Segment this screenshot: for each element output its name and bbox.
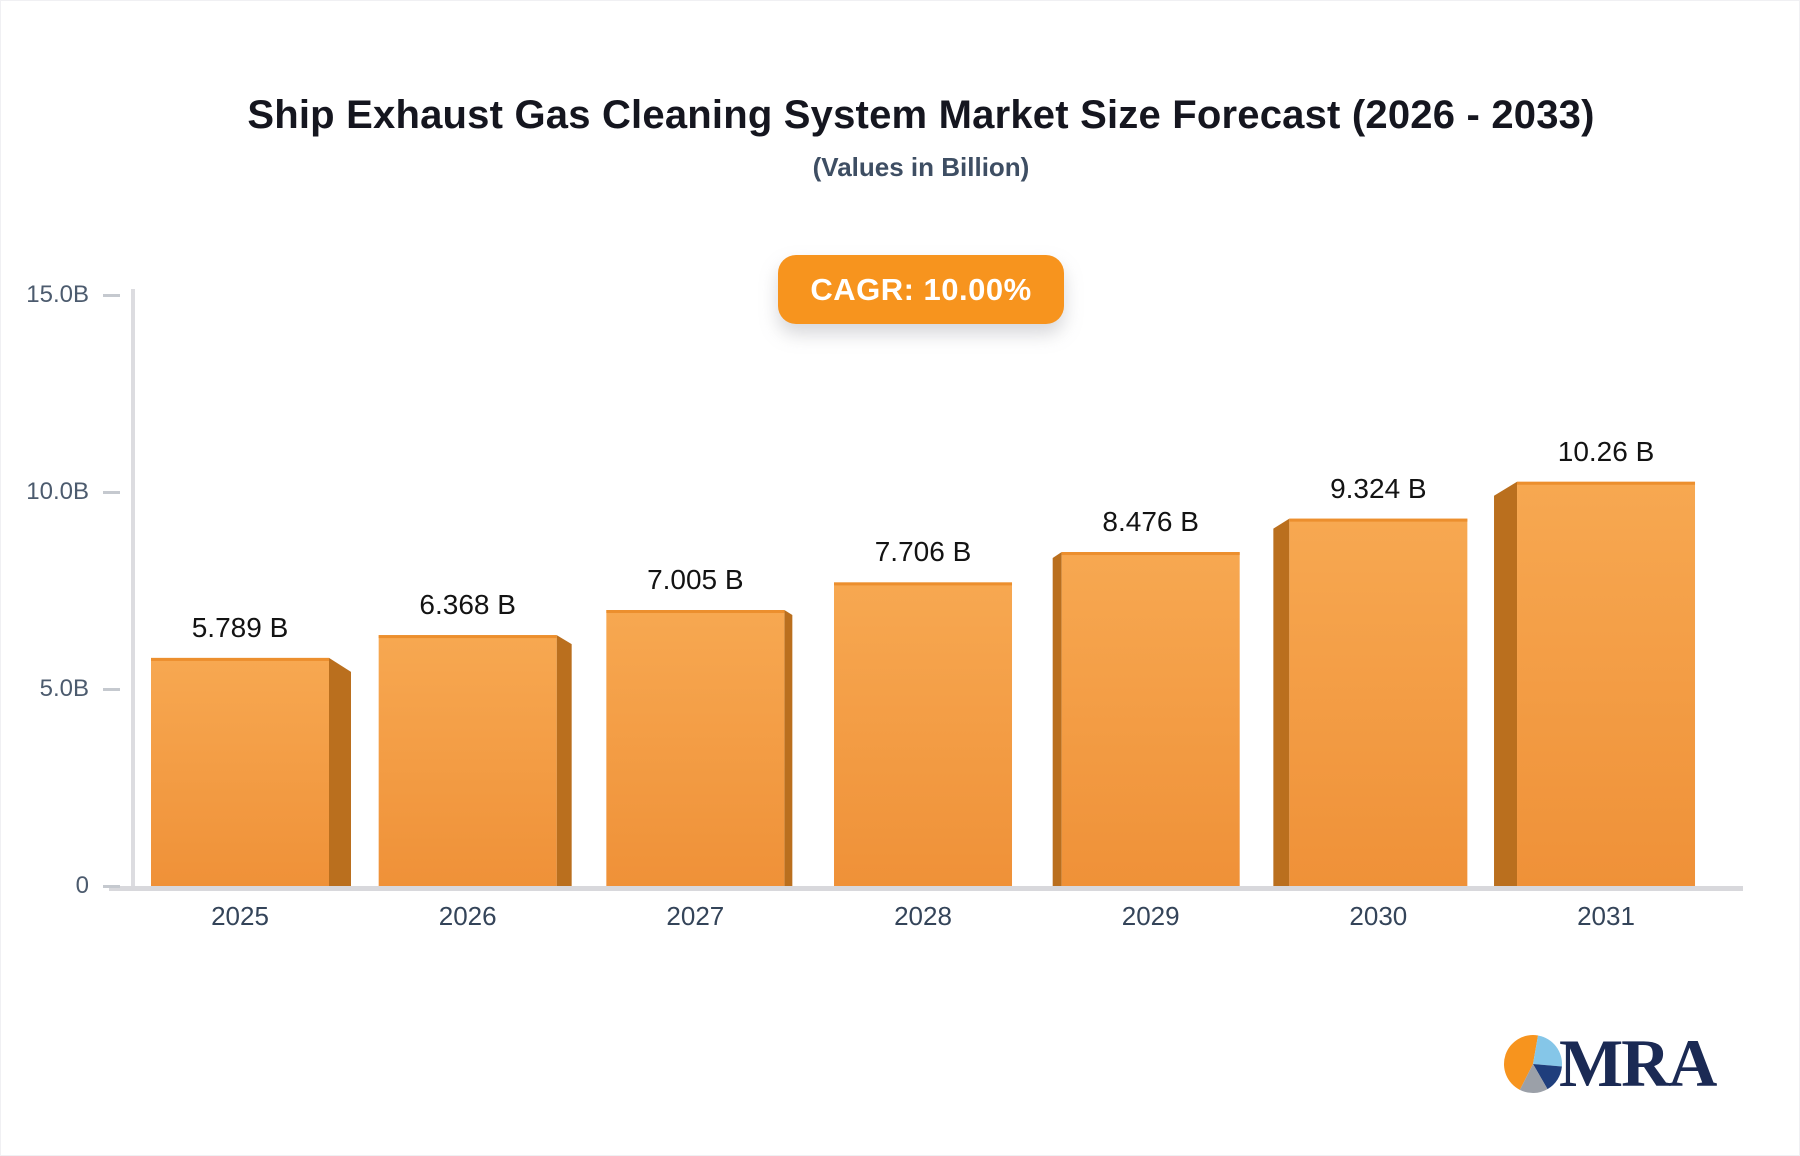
bar — [378, 635, 557, 886]
category-label: 2031 — [1577, 901, 1635, 931]
category-label: 2026 — [438, 901, 497, 931]
x-axis-line — [109, 886, 1743, 891]
y-tick-label: 15.0B — [26, 281, 89, 308]
cagr-badge-label: CAGR: 10.00% — [810, 271, 1032, 307]
value-label: 5.789 B — [191, 611, 289, 643]
value-label: 7.706 B — [874, 536, 972, 568]
navy-slice — [1533, 1064, 1562, 1090]
orange-slice — [1503, 1034, 1539, 1090]
bar-top-edge — [1289, 518, 1468, 522]
category-label: 2030 — [1349, 901, 1408, 931]
value-label: 8.476 B — [1102, 506, 1199, 538]
bar-side-face — [784, 610, 793, 886]
bar-side-face — [1273, 518, 1290, 886]
gray-slice — [1519, 1064, 1548, 1093]
mra-logo-pie-icon — [1503, 1034, 1563, 1093]
bar-top-edge — [606, 610, 785, 614]
bar-top-edge — [1061, 552, 1240, 556]
cagr-badge: CAGR: 10.00% — [778, 255, 1064, 324]
bar-side-face — [1052, 552, 1062, 886]
mra-logo-text: MRA — [1559, 1025, 1717, 1101]
y-tick-mark — [103, 294, 120, 297]
y-axis-line — [131, 289, 135, 886]
mra-logo: MRA — [1503, 1025, 1717, 1101]
bar-side-face — [556, 635, 572, 886]
bar — [834, 582, 1013, 886]
bar-top-edge — [834, 582, 1013, 586]
bar-side-face — [1494, 481, 1518, 886]
y-tick-label: 5.0B — [39, 675, 89, 702]
bar — [606, 610, 785, 886]
bar-side-face — [329, 657, 351, 886]
value-label: 6.368 B — [419, 589, 516, 621]
category-label: 2025 — [211, 901, 269, 931]
bar-top-edge — [378, 635, 557, 639]
page-subtitle: (Values in Billion) — [812, 152, 1030, 182]
y-tick-mark — [103, 688, 120, 691]
y-tick-mark — [103, 491, 120, 494]
value-label: 7.005 B — [647, 564, 744, 595]
bar-top-edge — [151, 657, 329, 661]
y-tick-label: 0 — [75, 872, 89, 899]
bar — [151, 657, 329, 886]
bar — [1517, 481, 1696, 886]
y-tick-mark — [103, 885, 120, 888]
category-label: 2027 — [666, 901, 725, 931]
category-label: 2028 — [894, 901, 952, 931]
y-tick-label: 10.0B — [26, 478, 89, 505]
value-label: 10.26 B — [1557, 435, 1655, 467]
bar — [1061, 552, 1240, 886]
light-blue-slice — [1533, 1035, 1563, 1067]
category-label: 2029 — [1121, 901, 1180, 931]
bar-top-edge — [1517, 481, 1696, 485]
value-label: 9.324 B — [1330, 472, 1427, 504]
chart-header: Ship Exhaust Gas Cleaning System Market … — [21, 93, 1799, 183]
bar — [1289, 518, 1468, 886]
page-title: Ship Exhaust Gas Cleaning System Market … — [247, 93, 1595, 137]
